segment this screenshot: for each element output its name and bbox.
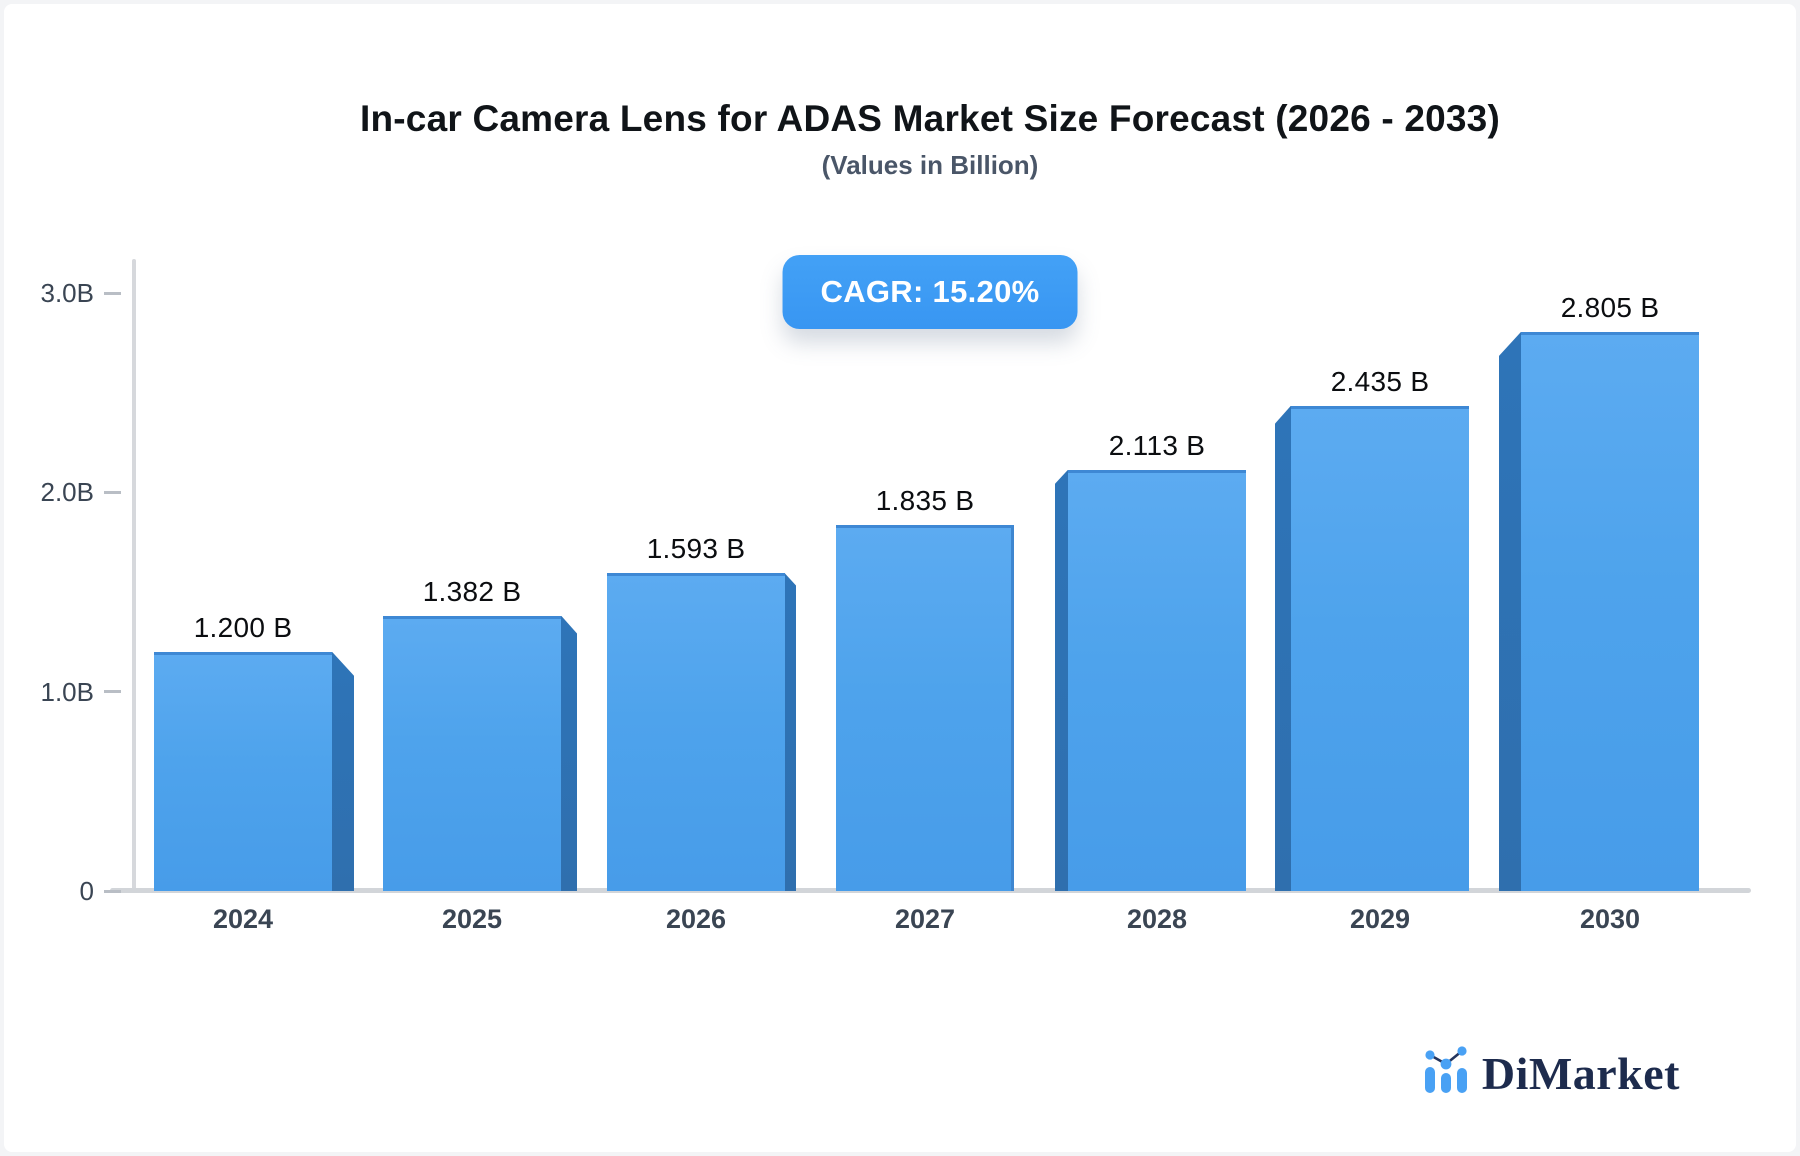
- bar-value-label: 1.382 B: [422, 575, 522, 607]
- bar-side: [1499, 331, 1521, 891]
- bar-value-label: 1.835 B: [875, 485, 975, 517]
- bar-side: [1055, 469, 1068, 891]
- bar[interactable]: [607, 573, 785, 891]
- bar[interactable]: [836, 525, 1014, 891]
- y-tick: [104, 490, 121, 494]
- chart-card: In-car Camera Lens for ADAS Market Size …: [4, 4, 1796, 1152]
- x-axis-label: 2029: [1349, 904, 1411, 934]
- x-axis-label: 2024: [212, 904, 274, 934]
- y-axis-label: 1.0B: [40, 676, 95, 707]
- bar[interactable]: [154, 651, 332, 891]
- bar-side: [1275, 405, 1291, 891]
- bar-value-label: 1.200 B: [193, 611, 293, 643]
- bar-side: [561, 615, 577, 891]
- y-axis-label: 2.0B: [40, 477, 95, 508]
- brand-logo: DiMarket: [1422, 1046, 1680, 1099]
- bar-value-label: 1.593 B: [646, 533, 746, 565]
- x-axis-label: 2028: [1126, 904, 1188, 934]
- bar-chart-logo-icon: [1424, 1046, 1467, 1093]
- bar-side: [785, 573, 796, 891]
- y-axis-label: 0: [79, 876, 94, 906]
- chart-title: In-car Camera Lens for ADAS Market Size …: [360, 98, 1500, 139]
- y-axis-label: 3.0B: [40, 278, 95, 308]
- y-tick: [104, 889, 121, 893]
- bar[interactable]: [1521, 331, 1699, 891]
- cagr-badge: CAGR: 15.20%: [782, 255, 1078, 329]
- x-axis-label: 2025: [441, 904, 503, 934]
- bar[interactable]: [383, 615, 561, 891]
- bar-side: [332, 651, 354, 891]
- x-axis-label: 2027: [894, 904, 956, 934]
- bar[interactable]: [1291, 405, 1469, 891]
- x-axis-label: 2030: [1579, 904, 1641, 934]
- y-tick: [104, 291, 121, 295]
- plot-area: 0 1.0B 2.0B 3.0B 1.200 B 2024 1.382 B 2025 1.593…: [4, 4, 1796, 1152]
- bar[interactable]: [1068, 469, 1246, 891]
- brand-name: DiMarket: [1481, 1048, 1680, 1099]
- y-tick: [104, 690, 121, 694]
- chart-subtitle: (Values in Billion): [821, 150, 1039, 180]
- y-axis-line: [132, 259, 136, 893]
- x-axis-label: 2026: [665, 904, 727, 934]
- bar-value-label: 2.805 B: [1560, 291, 1660, 323]
- bar-value-label: 2.435 B: [1330, 365, 1430, 397]
- bar-value-label: 2.113 B: [1108, 429, 1206, 461]
